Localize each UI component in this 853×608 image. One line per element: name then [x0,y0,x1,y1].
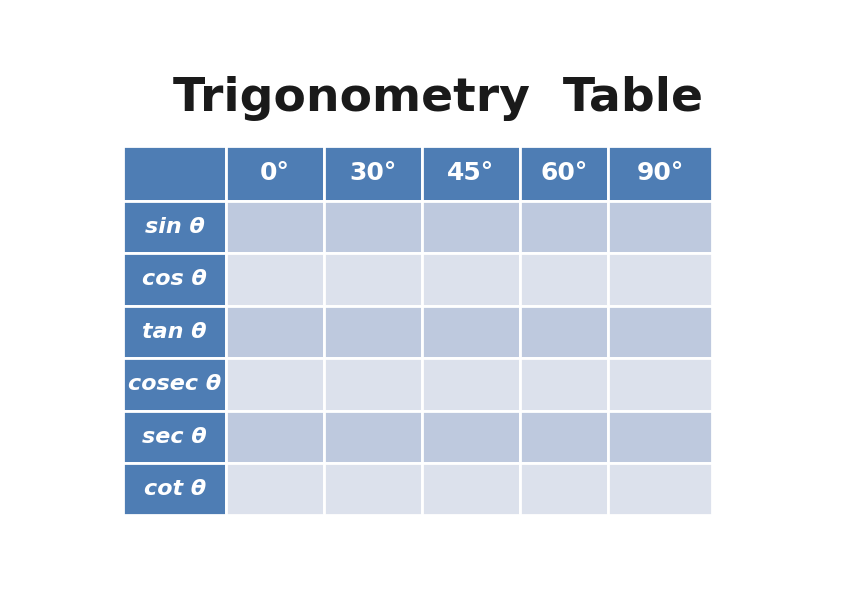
Bar [323,253,421,306]
Bar [607,253,711,306]
Text: sec θ: sec θ [142,427,206,447]
Text: sin θ: sin θ [144,217,204,237]
Bar [323,306,421,358]
Bar [421,145,519,201]
Text: 90°: 90° [635,161,683,185]
Text: 60°: 60° [539,161,587,185]
Bar [225,358,323,410]
Bar [607,463,711,516]
Bar [225,145,323,201]
Bar [607,410,711,463]
Bar [123,306,225,358]
Bar [323,463,421,516]
Bar [421,306,519,358]
Bar [421,463,519,516]
Bar [519,463,607,516]
Bar [123,253,225,306]
Bar [519,253,607,306]
Text: 0°: 0° [259,161,289,185]
Text: 30°: 30° [349,161,396,185]
Text: cos θ: cos θ [142,269,206,289]
Bar [421,410,519,463]
Bar [519,410,607,463]
Bar [607,358,711,410]
Bar [123,410,225,463]
Text: 45°: 45° [447,161,494,185]
Bar [323,358,421,410]
Bar [421,201,519,253]
Text: tan θ: tan θ [142,322,206,342]
Bar [225,253,323,306]
Bar [123,201,225,253]
Bar [607,201,711,253]
Bar [607,306,711,358]
Text: cot θ: cot θ [143,479,206,499]
Bar [225,306,323,358]
Bar [421,358,519,410]
Bar [123,145,225,201]
Bar [607,145,711,201]
Bar [519,358,607,410]
Bar [323,410,421,463]
Bar [225,463,323,516]
Text: Trigonometry  Table: Trigonometry Table [172,76,702,121]
Bar [519,306,607,358]
Bar [323,201,421,253]
Bar [225,410,323,463]
Bar [421,253,519,306]
Bar [323,145,421,201]
Text: cosec θ: cosec θ [128,375,221,394]
Bar [519,201,607,253]
Bar [225,201,323,253]
Bar [519,145,607,201]
Bar [123,358,225,410]
Bar [123,463,225,516]
